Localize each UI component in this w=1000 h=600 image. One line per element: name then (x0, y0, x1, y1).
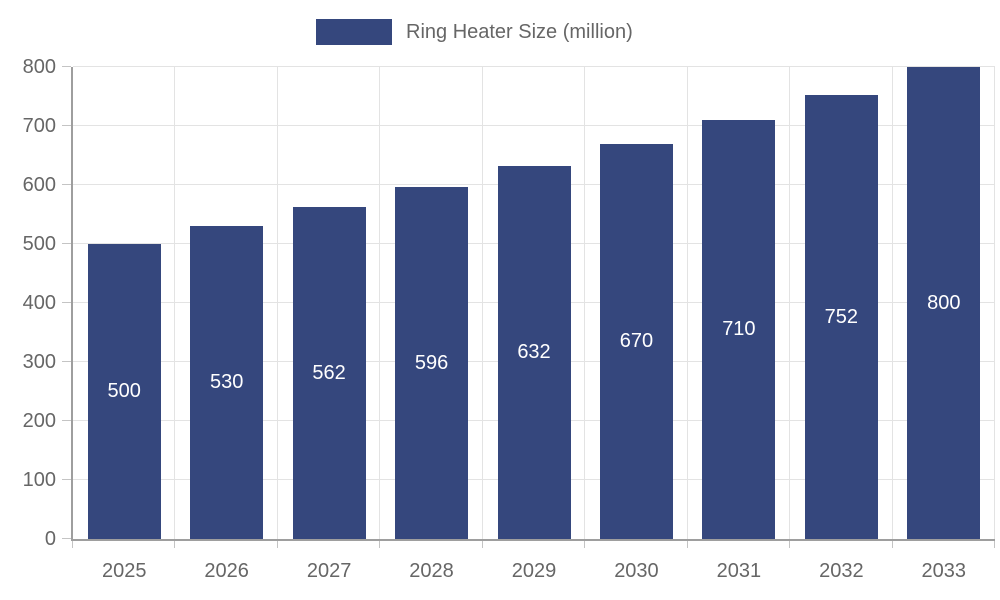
x-axis-tick-label: 2028 (409, 560, 454, 582)
bar-2033: 800 (907, 67, 981, 539)
y-tick-mark (62, 125, 71, 126)
x-tick-mark (72, 539, 73, 548)
bar-2025: 500 (87, 244, 161, 539)
y-gridline (73, 66, 995, 67)
x-tick-mark (379, 539, 381, 548)
x-gridline (379, 67, 381, 539)
x-axis-tick-label: 2031 (716, 560, 762, 582)
y-axis-tick-label: 0 (44, 528, 56, 550)
bar-2027: 562 (292, 207, 366, 539)
x-axis-tick-label: 2029 (511, 560, 557, 582)
y-tick-mark (62, 302, 71, 303)
bar-value-label: 670 (619, 329, 654, 352)
y-axis-tick-label: 100 (22, 469, 56, 491)
y-tick-mark (62, 420, 71, 421)
bar-2031: 710 (702, 120, 776, 539)
legend-swatch (316, 19, 392, 45)
bar-value-label: 752 (824, 305, 859, 328)
bar-value-label: 632 (517, 341, 551, 364)
x-gridline (276, 67, 278, 539)
x-gridline (481, 67, 483, 539)
y-axis-tick-label: 700 (22, 115, 56, 137)
x-gridline (174, 67, 176, 539)
y-tick-mark (62, 361, 71, 362)
x-tick-mark (276, 539, 278, 548)
bar-2030: 670 (599, 143, 673, 539)
y-axis-tick-label: 800 (22, 56, 56, 78)
y-axis-tick-label: 300 (22, 351, 56, 373)
y-axis-line (71, 67, 73, 541)
y-axis-tick-label: 500 (22, 233, 56, 255)
x-gridline (994, 67, 995, 539)
x-axis-tick-label: 2030 (614, 560, 659, 582)
y-tick-mark (62, 66, 71, 67)
legend-label: Ring Heater Size (million) (406, 20, 633, 43)
y-tick-mark (62, 184, 71, 185)
x-axis-line (71, 539, 995, 541)
bar-2026: 530 (190, 226, 264, 539)
x-tick-mark (584, 539, 586, 548)
bar-value-label: 800 (927, 291, 961, 314)
x-tick-mark (891, 539, 893, 548)
x-tick-mark (174, 539, 176, 548)
y-gridline (73, 125, 995, 126)
x-tick-mark (686, 539, 688, 548)
bar-value-label: 562 (312, 361, 346, 384)
y-axis-tick-label: 600 (22, 174, 56, 196)
bar-value-label: 596 (414, 351, 449, 374)
x-axis-tick-label: 2033 (921, 560, 967, 582)
x-gridline (789, 67, 791, 539)
y-axis-tick-label: 400 (22, 292, 56, 314)
bar-value-label: 530 (209, 371, 244, 394)
y-axis-tick-label: 200 (22, 410, 56, 432)
x-gridline (584, 67, 586, 539)
y-tick-mark (62, 479, 71, 480)
bar-2032: 752 (804, 95, 878, 539)
x-axis-tick-label: 2025 (101, 560, 147, 582)
chart-legend[interactable]: Ring Heater Size (million) (316, 19, 633, 45)
y-tick-mark (62, 243, 71, 244)
bar-2029: 632 (497, 166, 571, 539)
x-axis-tick-label: 2026 (204, 560, 249, 582)
x-tick-mark (481, 539, 483, 548)
bar-2028: 596 (395, 187, 469, 539)
x-axis-tick-label: 2027 (306, 560, 352, 582)
x-tick-mark (789, 539, 791, 548)
x-tick-mark (994, 539, 995, 548)
x-axis-tick-label: 2032 (819, 560, 864, 582)
y-tick-mark (62, 538, 71, 539)
bar-value-label: 500 (107, 380, 141, 402)
bar-value-label: 710 (722, 318, 756, 341)
x-gridline (686, 67, 688, 539)
x-gridline (891, 67, 893, 539)
